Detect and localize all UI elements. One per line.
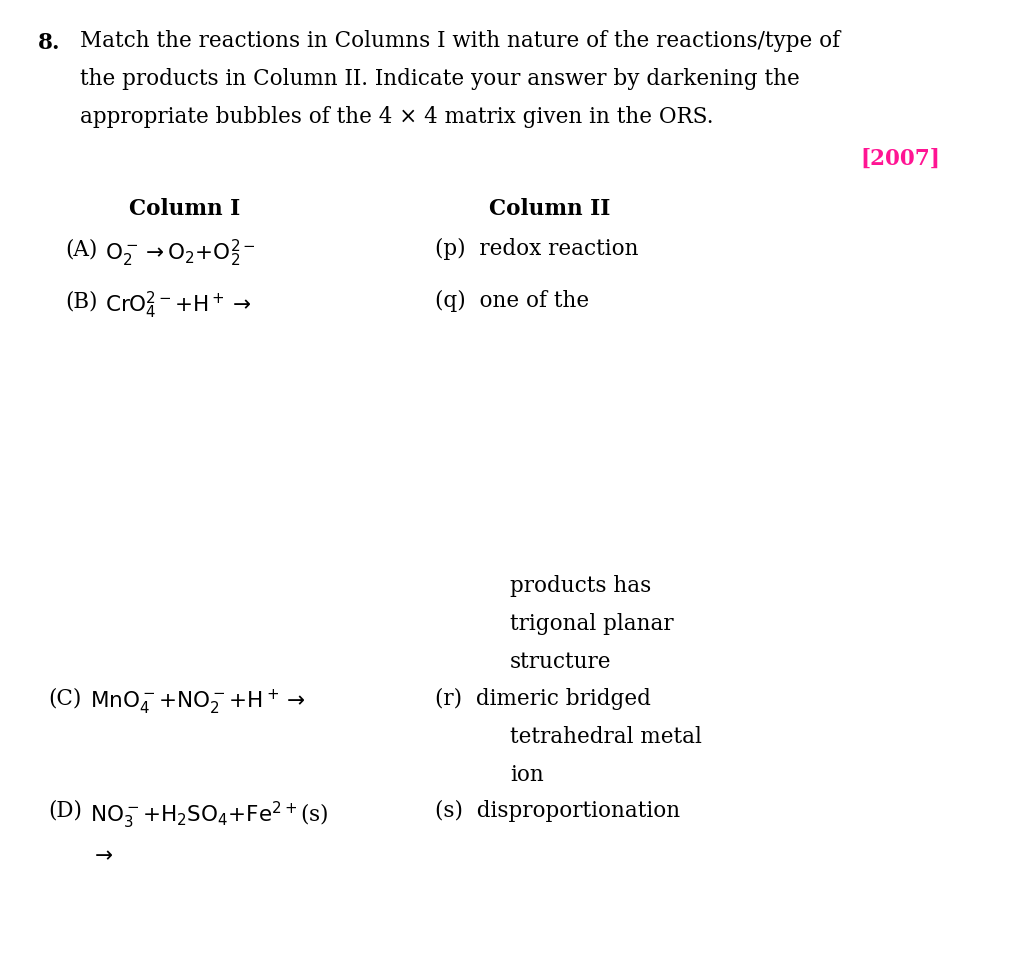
Text: Column I: Column I (129, 198, 241, 220)
Text: Column II: Column II (489, 198, 610, 220)
Text: $\mathrm{O_2^-}$$\rightarrow$$\mathrm{O_2}$$+$$\mathrm{O_2^{2-}}$: $\mathrm{O_2^-}$$\rightarrow$$\mathrm{O_… (105, 238, 256, 270)
Text: (q)  one of the: (q) one of the (435, 290, 589, 312)
Text: Match the reactions in Columns I with nature of the reactions/type of: Match the reactions in Columns I with na… (80, 30, 840, 52)
Text: (r)  dimeric bridged: (r) dimeric bridged (435, 688, 651, 710)
Text: $\mathrm{MnO_4^-}$$+$$\mathrm{NO_2^-}$$+$$\mathrm{H^+}$$\rightarrow$: $\mathrm{MnO_4^-}$$+$$\mathrm{NO_2^-}$$+… (90, 688, 305, 717)
Text: (A): (A) (65, 238, 97, 260)
Text: trigonal planar: trigonal planar (510, 613, 674, 635)
Text: (D): (D) (48, 800, 82, 822)
Text: [2007]: [2007] (860, 148, 940, 170)
Text: (B): (B) (65, 290, 97, 312)
Text: appropriate bubbles of the 4 × 4 matrix given in the ORS.: appropriate bubbles of the 4 × 4 matrix … (80, 106, 714, 128)
Text: $\mathrm{CrO_4^{2-}}$$+$$\mathrm{H^+}$$\rightarrow$: $\mathrm{CrO_4^{2-}}$$+$$\mathrm{H^+}$$\… (105, 290, 251, 321)
Text: (p)  redox reaction: (p) redox reaction (435, 238, 639, 260)
Text: (C): (C) (48, 688, 81, 710)
Text: products has: products has (510, 575, 651, 597)
Text: structure: structure (510, 651, 611, 673)
Text: $\rightarrow$: $\rightarrow$ (90, 843, 114, 865)
Text: ion: ion (510, 764, 544, 786)
Text: 8.: 8. (38, 32, 60, 54)
Text: $\mathrm{NO_3^-}$$+$$\mathrm{H_2SO_4}$$+$$\mathrm{Fe^{2+}}$(s): $\mathrm{NO_3^-}$$+$$\mathrm{H_2SO_4}$$+… (90, 800, 329, 831)
Text: (s)  disproportionation: (s) disproportionation (435, 800, 680, 822)
Text: the products in Column II. Indicate your answer by darkening the: the products in Column II. Indicate your… (80, 68, 800, 90)
Text: tetrahedral metal: tetrahedral metal (510, 726, 701, 748)
